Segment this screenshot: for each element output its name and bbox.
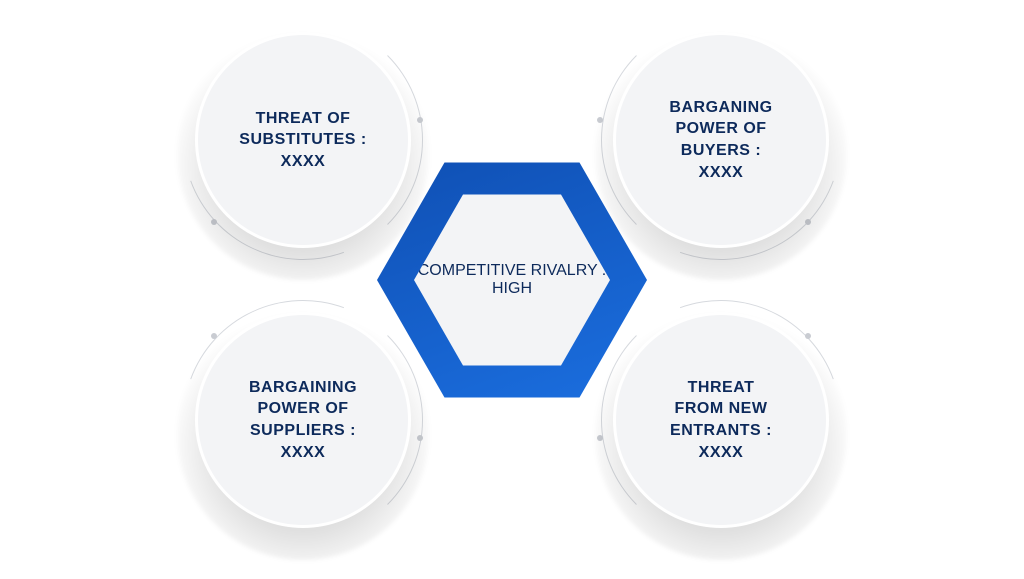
- center-label: COMPETITIVE RIVALRY : HIGH: [414, 262, 610, 298]
- node-bargaining-buyers: BARGANING POWER OF BUYERS : XXXX: [613, 32, 829, 248]
- node-label: THREAT FROM NEW ENTRANTS : XXXX: [670, 377, 772, 463]
- connector-dot: [805, 333, 811, 339]
- node-threat-new-entrants: THREAT FROM NEW ENTRANTS : XXXX: [613, 312, 829, 528]
- five-forces-diagram: COMPETITIVE RIVALRY : HIGH THREAT OF SUB…: [0, 0, 1024, 576]
- connector-dot: [211, 333, 217, 339]
- node-bargaining-suppliers: BARGAINING POWER OF SUPPLIERS : XXXX: [195, 312, 411, 528]
- node-label: THREAT OF SUBSTITUTES : XXXX: [239, 108, 366, 173]
- node-label: BARGANING POWER OF BUYERS : XXXX: [669, 97, 772, 183]
- node-threat-substitutes: THREAT OF SUBSTITUTES : XXXX: [195, 32, 411, 248]
- node-label: BARGAINING POWER OF SUPPLIERS : XXXX: [249, 377, 357, 463]
